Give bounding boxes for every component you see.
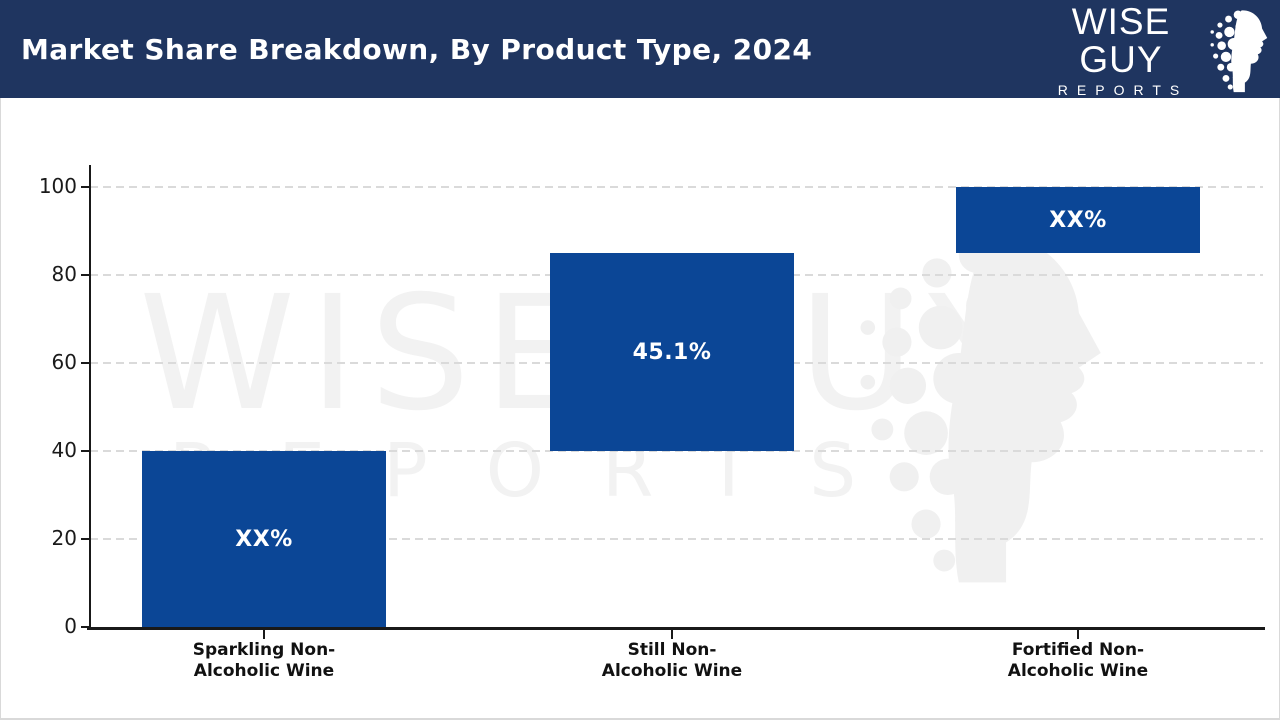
y-gridline <box>90 186 1263 188</box>
wiseguy-logo: WISE GUY REPORTS <box>1030 2 1270 98</box>
logo-brand-name: WISE GUY <box>1071 0 1171 80</box>
category-label: Fortified Non- Alcoholic Wine <box>928 640 1228 682</box>
logo-brand-subtitle: REPORTS <box>1057 81 1189 98</box>
header: Market Share Breakdown, By Product Type,… <box>0 0 1280 98</box>
category-label: Sparkling Non- Alcoholic Wine <box>114 640 414 682</box>
y-tick-label: 100 <box>38 174 77 198</box>
bar-value-label: 45.1% <box>632 339 712 365</box>
category-label-line: Sparkling Non- <box>192 640 336 660</box>
x-tick-mark <box>1077 630 1079 639</box>
page-title: Market Share Breakdown, By Product Type,… <box>21 32 813 66</box>
x-tick-mark <box>263 630 265 639</box>
y-gridline <box>90 538 1263 540</box>
bar-value-label: XX% <box>235 526 293 552</box>
wiseguy-head-icon <box>1206 7 1270 93</box>
category-label: Still Non- Alcoholic Wine <box>522 640 822 682</box>
y-tick-label: 80 <box>51 262 77 286</box>
category-label-line: Alcoholic Wine <box>601 661 743 681</box>
logo-wordmark: WISE GUY REPORTS <box>1030 0 1212 98</box>
y-gridline <box>90 450 1263 452</box>
y-tick-label: 40 <box>51 438 77 462</box>
y-tick-label: 0 <box>64 614 77 638</box>
category-label-line: Still Non- <box>627 640 717 660</box>
x-tick-mark <box>671 630 673 639</box>
y-tick-label: 60 <box>51 350 77 374</box>
bar-value-label: XX% <box>1049 207 1107 233</box>
bar-segment: XX% <box>956 187 1200 253</box>
bar-segment: XX% <box>142 451 386 627</box>
y-tick-label: 20 <box>51 526 77 550</box>
y-tick-mark <box>81 362 89 364</box>
y-tick-mark <box>81 626 89 628</box>
y-tick-mark <box>81 538 89 540</box>
y-tick-mark <box>81 186 89 188</box>
x-axis-line <box>87 627 1265 630</box>
bar-segment: 45.1% <box>550 253 794 451</box>
y-tick-mark <box>81 450 89 452</box>
category-label-line: Fortified Non- <box>1011 640 1145 660</box>
y-tick-mark <box>81 274 89 276</box>
y-axis-line <box>89 165 91 629</box>
category-label-line: Alcoholic Wine <box>193 661 335 681</box>
category-label-line: Alcoholic Wine <box>1007 661 1149 681</box>
